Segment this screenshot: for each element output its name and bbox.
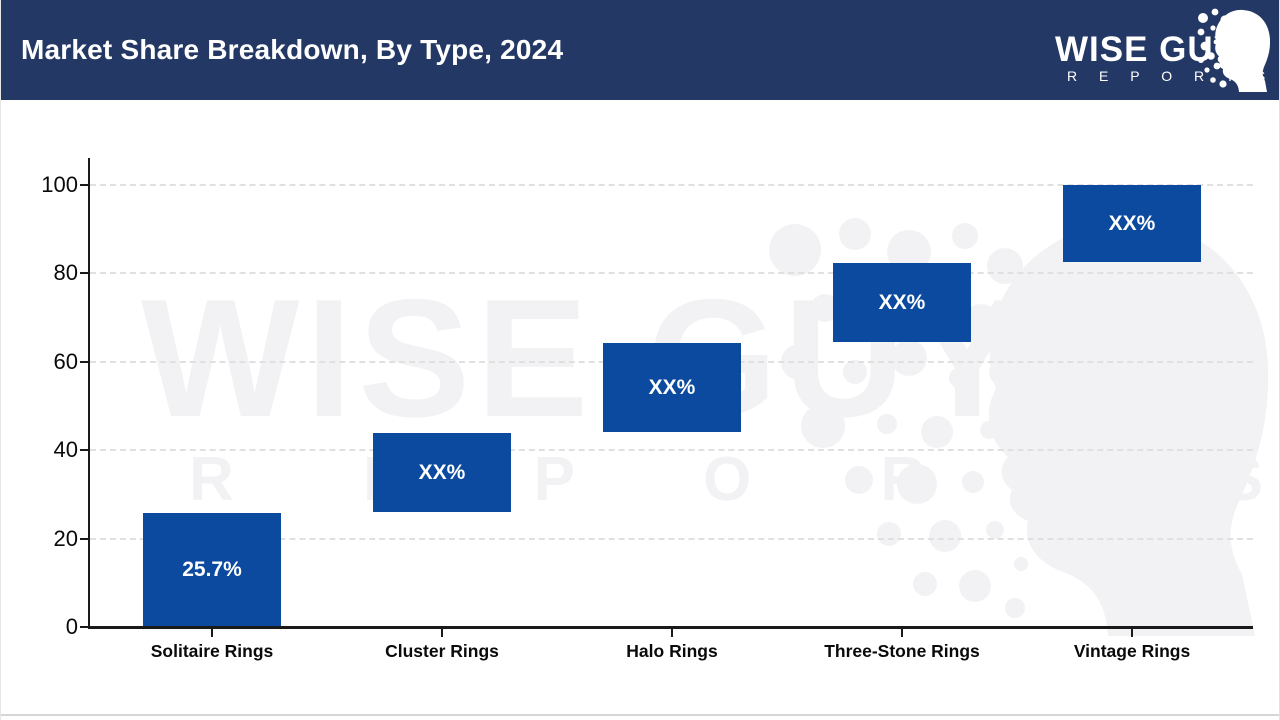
x-tick-4 <box>1131 628 1133 637</box>
y-tick-label-60: 60 <box>53 348 78 374</box>
bar-three-stone-rings <box>833 262 971 342</box>
bar-cluster-rings <box>373 432 511 513</box>
gridline-y100 <box>90 184 1253 186</box>
bar-value-label: XX% <box>878 290 926 314</box>
bar-value-label: 25.7% <box>182 558 242 582</box>
y-tick-label-40: 40 <box>53 437 78 463</box>
bar-value-label: XX% <box>1108 211 1156 235</box>
y-tick-label-80: 80 <box>53 260 78 286</box>
gridline-y40 <box>90 449 1253 452</box>
x-tick-1 <box>441 628 443 637</box>
y-tick-100 <box>80 184 89 186</box>
bottom-divider <box>1 714 1279 716</box>
header-bar: Market Share Breakdown, By Type, 2024 WI… <box>1 0 1279 100</box>
logo-wise-guy-text: WISE GUY <box>1055 30 1239 69</box>
x-category-label: Vintage Rings <box>1073 641 1191 661</box>
y-tick-20 <box>80 537 89 540</box>
bar-halo-rings <box>603 342 741 432</box>
x-tick-0 <box>211 628 213 637</box>
chart-title: Market Share Breakdown, By Type, 2024 <box>21 34 564 65</box>
bar-value-label: XX% <box>648 375 696 399</box>
bar-vintage-rings <box>1063 185 1201 262</box>
bar-value-label: XX% <box>418 460 466 484</box>
bar-solitaire-rings <box>143 513 281 626</box>
y-tick-label-100: 100 <box>41 172 78 197</box>
x-category-label: Three-Stone Rings <box>824 641 980 661</box>
y-tick-60 <box>80 360 89 363</box>
x-category-label: Halo Rings <box>626 641 718 661</box>
y-tick-label-20: 20 <box>53 525 78 551</box>
y-tick-40 <box>80 449 89 452</box>
x-axis-line <box>88 626 1253 629</box>
x-category-label: Solitaire Rings <box>150 641 274 661</box>
x-tick-3 <box>901 628 903 637</box>
x-tick-2 <box>671 628 673 637</box>
y-axis-line <box>88 158 90 629</box>
logo-face-icon <box>1197 8 1271 92</box>
gridline-y80 <box>90 272 1253 275</box>
gridline-y20 <box>90 537 1253 540</box>
y-tick-label-0: 0 <box>65 614 78 639</box>
y-tick-0 <box>80 626 89 628</box>
brand-logo: WISE GUY R E P O R T S <box>1015 6 1271 94</box>
x-category-label: Cluster Rings <box>385 641 499 661</box>
y-tick-80 <box>80 272 89 275</box>
